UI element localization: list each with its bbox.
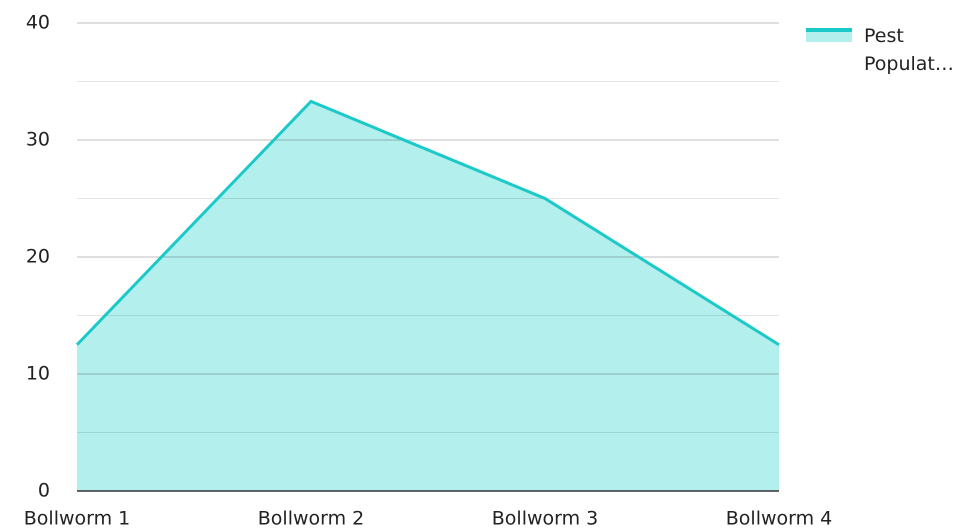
legend: Pest Populat…: [806, 22, 974, 78]
legend-swatch: [806, 28, 852, 42]
y-tick-label: 40: [26, 12, 50, 34]
y-tick-label: 0: [38, 480, 50, 502]
x-tick-label: Bollworm 1: [24, 508, 131, 530]
x-tick-label: Bollworm 4: [726, 508, 833, 530]
y-tick-label: 10: [26, 363, 50, 385]
x-tick-label: Bollworm 3: [492, 508, 599, 530]
area-fill: [77, 101, 779, 491]
x-tick-label: Bollworm 2: [258, 508, 365, 530]
y-tick-label: 30: [26, 129, 50, 151]
line: [75, 99, 780, 347]
y-tick-label: 20: [26, 246, 50, 268]
legend-label: Pest Populat…: [864, 25, 954, 75]
